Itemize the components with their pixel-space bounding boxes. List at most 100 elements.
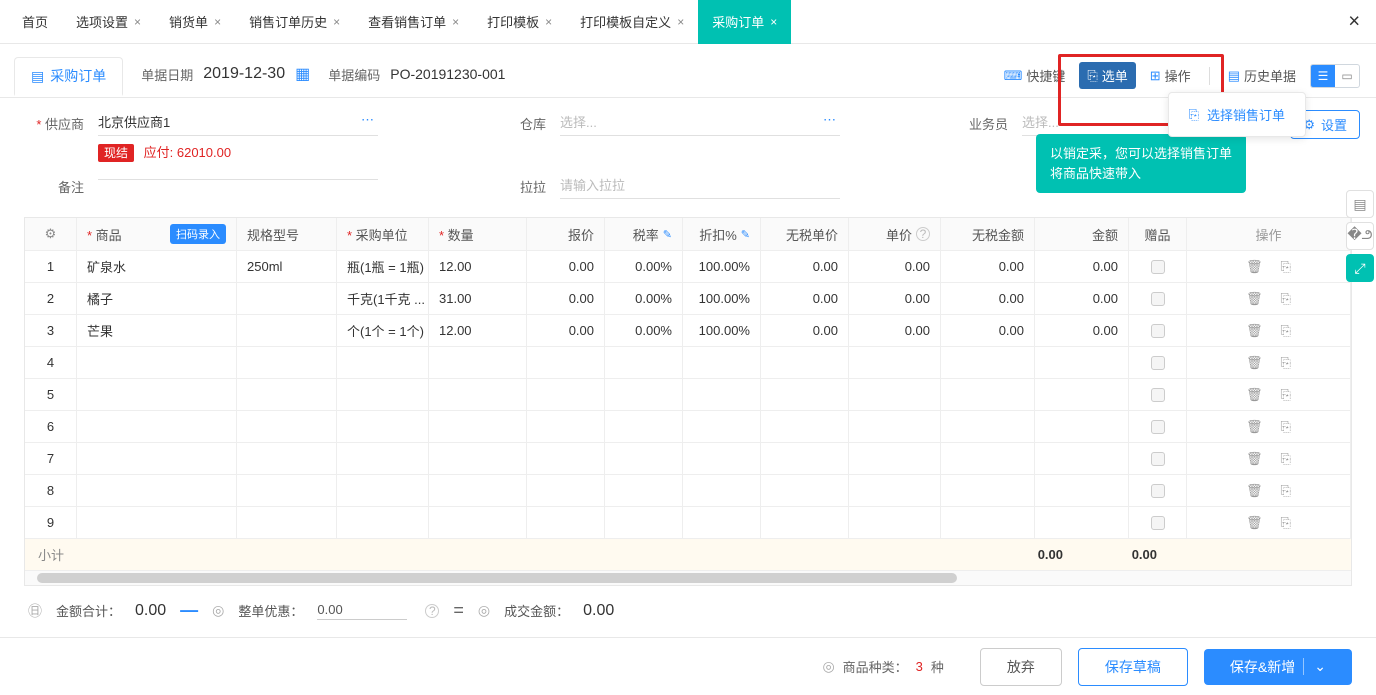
close-icon[interactable]: × [770, 15, 777, 29]
col-price[interactable]: 单价? [849, 218, 941, 250]
cell-unit[interactable]: 千克(1千克 ... [337, 283, 429, 314]
cell-notaxamt[interactable] [941, 443, 1035, 474]
cell-rate[interactable] [605, 475, 683, 506]
col-unit[interactable]: 采购单位 [347, 225, 408, 244]
table-row[interactable]: 3芒果个(1个 = 1个)12.000.000.00%100.00%0.000.… [25, 315, 1351, 347]
table-row[interactable]: 8🗑⎘ [25, 475, 1351, 507]
cell-notaxamt[interactable] [941, 507, 1035, 538]
edit-icon[interactable]: ✎ [663, 228, 672, 241]
cell-quote[interactable] [527, 347, 605, 378]
edit-icon[interactable]: ✎ [741, 228, 750, 241]
tab-home[interactable]: 首页 [8, 0, 62, 44]
col-spec[interactable]: 规格型号 [237, 218, 337, 250]
col-qty[interactable]: 数量 [439, 225, 474, 244]
expand-icon[interactable]: ⤢ [1346, 254, 1374, 282]
cell-spec[interactable] [237, 347, 337, 378]
cell-notax[interactable] [761, 379, 849, 410]
cell-disc[interactable] [683, 507, 761, 538]
discard-button[interactable]: 放弃 [980, 648, 1062, 686]
cell-product[interactable] [77, 379, 237, 410]
cell-amt[interactable]: 0.00 [1035, 251, 1129, 282]
close-icon[interactable]: × [333, 15, 340, 29]
tab-sales-history[interactable]: 销售订单历史× [235, 0, 354, 44]
copy-icon[interactable]: ⎘ [1281, 387, 1291, 403]
cell-rate[interactable] [605, 379, 683, 410]
cell-product[interactable]: 橘子 [77, 283, 237, 314]
cell-spec[interactable] [237, 411, 337, 442]
copy-icon[interactable]: ⎘ [1281, 355, 1291, 371]
copy-icon[interactable]: ⎘ [1281, 451, 1291, 467]
cell-quote[interactable] [527, 443, 605, 474]
cell-price[interactable] [849, 379, 941, 410]
tab-print-custom[interactable]: 打印模板自定义× [566, 0, 698, 44]
cell-gift[interactable] [1129, 379, 1187, 410]
copy-icon[interactable]: ⎘ [1281, 323, 1291, 339]
cell-rate[interactable]: 0.00% [605, 283, 683, 314]
cell-disc[interactable]: 100.00% [683, 283, 761, 314]
supplier-field[interactable]: 北京供应商1 ⋯ [98, 110, 378, 136]
cell-unit[interactable]: 瓶(1瓶 = 1瓶) [337, 251, 429, 282]
cell-spec[interactable] [237, 283, 337, 314]
cell-qty[interactable]: 12.00 [429, 315, 527, 346]
cell-gift[interactable] [1129, 315, 1187, 346]
cell-notax[interactable]: 0.00 [761, 283, 849, 314]
cell-notax[interactable] [761, 411, 849, 442]
view-toggle[interactable]: ☰ ▭ [1310, 64, 1360, 88]
cell-gift[interactable] [1129, 475, 1187, 506]
more-icon[interactable]: ⋯ [823, 112, 838, 128]
cell-qty[interactable]: 31.00 [429, 283, 527, 314]
cell-gift[interactable] [1129, 411, 1187, 442]
delete-icon[interactable]: 🗑 [1246, 355, 1263, 371]
horizontal-scrollbar[interactable] [25, 571, 1351, 585]
cell-spec[interactable]: 250ml [237, 251, 337, 282]
cell-disc[interactable]: 100.00% [683, 315, 761, 346]
cell-gift[interactable] [1129, 443, 1187, 474]
cell-disc[interactable] [683, 379, 761, 410]
cell-amt[interactable] [1035, 507, 1129, 538]
cell-product[interactable] [77, 507, 237, 538]
cell-amt[interactable] [1035, 379, 1129, 410]
table-row[interactable]: 2橘子千克(1千克 ...31.000.000.00%100.00%0.000.… [25, 283, 1351, 315]
cell-spec[interactable] [237, 315, 337, 346]
cell-amt[interactable]: 0.00 [1035, 315, 1129, 346]
tab-print-tpl[interactable]: 打印模板× [473, 0, 566, 44]
select-order-button[interactable]: ⎘选单 [1079, 62, 1135, 89]
cell-disc[interactable] [683, 475, 761, 506]
table-row[interactable]: 6🗑⎘ [25, 411, 1351, 443]
cell-price[interactable]: 0.00 [849, 283, 941, 314]
discount-input[interactable]: 0.00 [317, 602, 407, 620]
cell-product[interactable]: 矿泉水 [77, 251, 237, 282]
close-icon[interactable]: × [134, 15, 141, 29]
calendar-icon[interactable]: ▦ [295, 64, 310, 84]
cell-quote[interactable] [527, 475, 605, 506]
cell-unit[interactable] [337, 443, 429, 474]
cell-spec[interactable] [237, 443, 337, 474]
col-rate[interactable]: 税率✎ [605, 218, 683, 250]
cell-unit[interactable] [337, 411, 429, 442]
cell-price[interactable] [849, 507, 941, 538]
col-notaxamt[interactable]: 无税金额 [941, 218, 1035, 250]
copy-icon[interactable]: ⎘ [1281, 259, 1291, 275]
cell-rate[interactable] [605, 347, 683, 378]
dropdown-caret-icon[interactable]: ⌄ [1303, 658, 1326, 675]
cell-notax[interactable] [761, 475, 849, 506]
cell-notax[interactable] [761, 443, 849, 474]
ops-button[interactable]: ⊞操作 [1142, 62, 1199, 89]
help-icon[interactable]: ? [425, 604, 439, 618]
delete-icon[interactable]: 🗑 [1246, 451, 1263, 467]
cell-qty[interactable] [429, 347, 527, 378]
table-row[interactable]: 7🗑⎘ [25, 443, 1351, 475]
shortcut-button[interactable]: ⌨快捷键 [996, 62, 1074, 89]
help-icon[interactable]: ? [916, 227, 930, 241]
delete-icon[interactable]: 🗑 [1246, 419, 1263, 435]
cell-qty[interactable] [429, 507, 527, 538]
cell-qty[interactable] [429, 475, 527, 506]
cell-qty[interactable] [429, 443, 527, 474]
col-product[interactable]: 商品 [87, 225, 122, 244]
list-view-icon[interactable]: ☰ [1311, 65, 1335, 87]
delete-icon[interactable]: 🗑 [1246, 291, 1263, 307]
cell-gift[interactable] [1129, 251, 1187, 282]
select-sales-order-item[interactable]: ⎘ 选择销售订单 [1169, 97, 1305, 132]
cell-disc[interactable]: 100.00% [683, 251, 761, 282]
cell-notax[interactable]: 0.00 [761, 315, 849, 346]
